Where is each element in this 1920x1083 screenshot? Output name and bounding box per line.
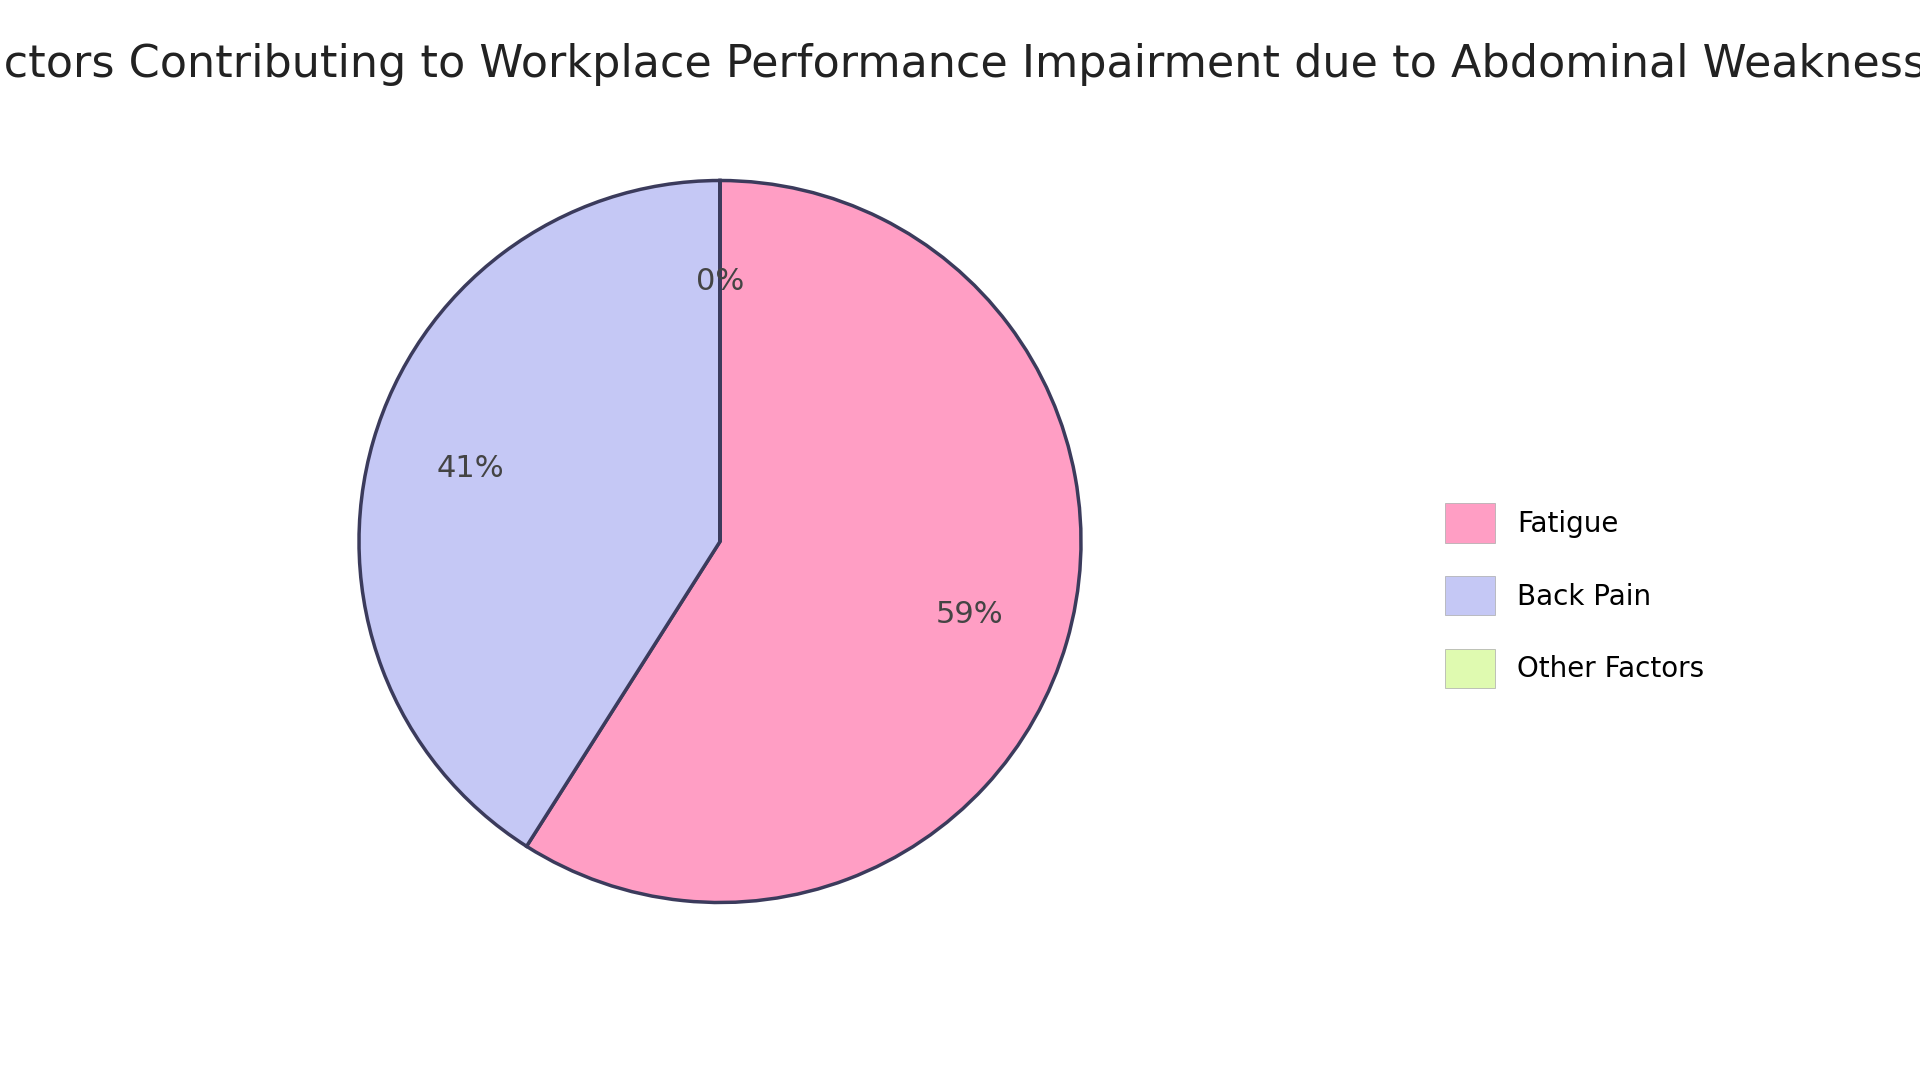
- Text: 41%: 41%: [436, 455, 505, 483]
- Wedge shape: [359, 181, 720, 846]
- Wedge shape: [526, 181, 1081, 902]
- Text: Factors Contributing to Workplace Performance Impairment due to Abdominal Weakne: Factors Contributing to Workplace Perfor…: [0, 43, 1920, 87]
- Legend: Fatigue, Back Pain, Other Factors: Fatigue, Back Pain, Other Factors: [1444, 504, 1705, 688]
- Text: 59%: 59%: [935, 600, 1004, 628]
- Text: 0%: 0%: [695, 268, 745, 296]
